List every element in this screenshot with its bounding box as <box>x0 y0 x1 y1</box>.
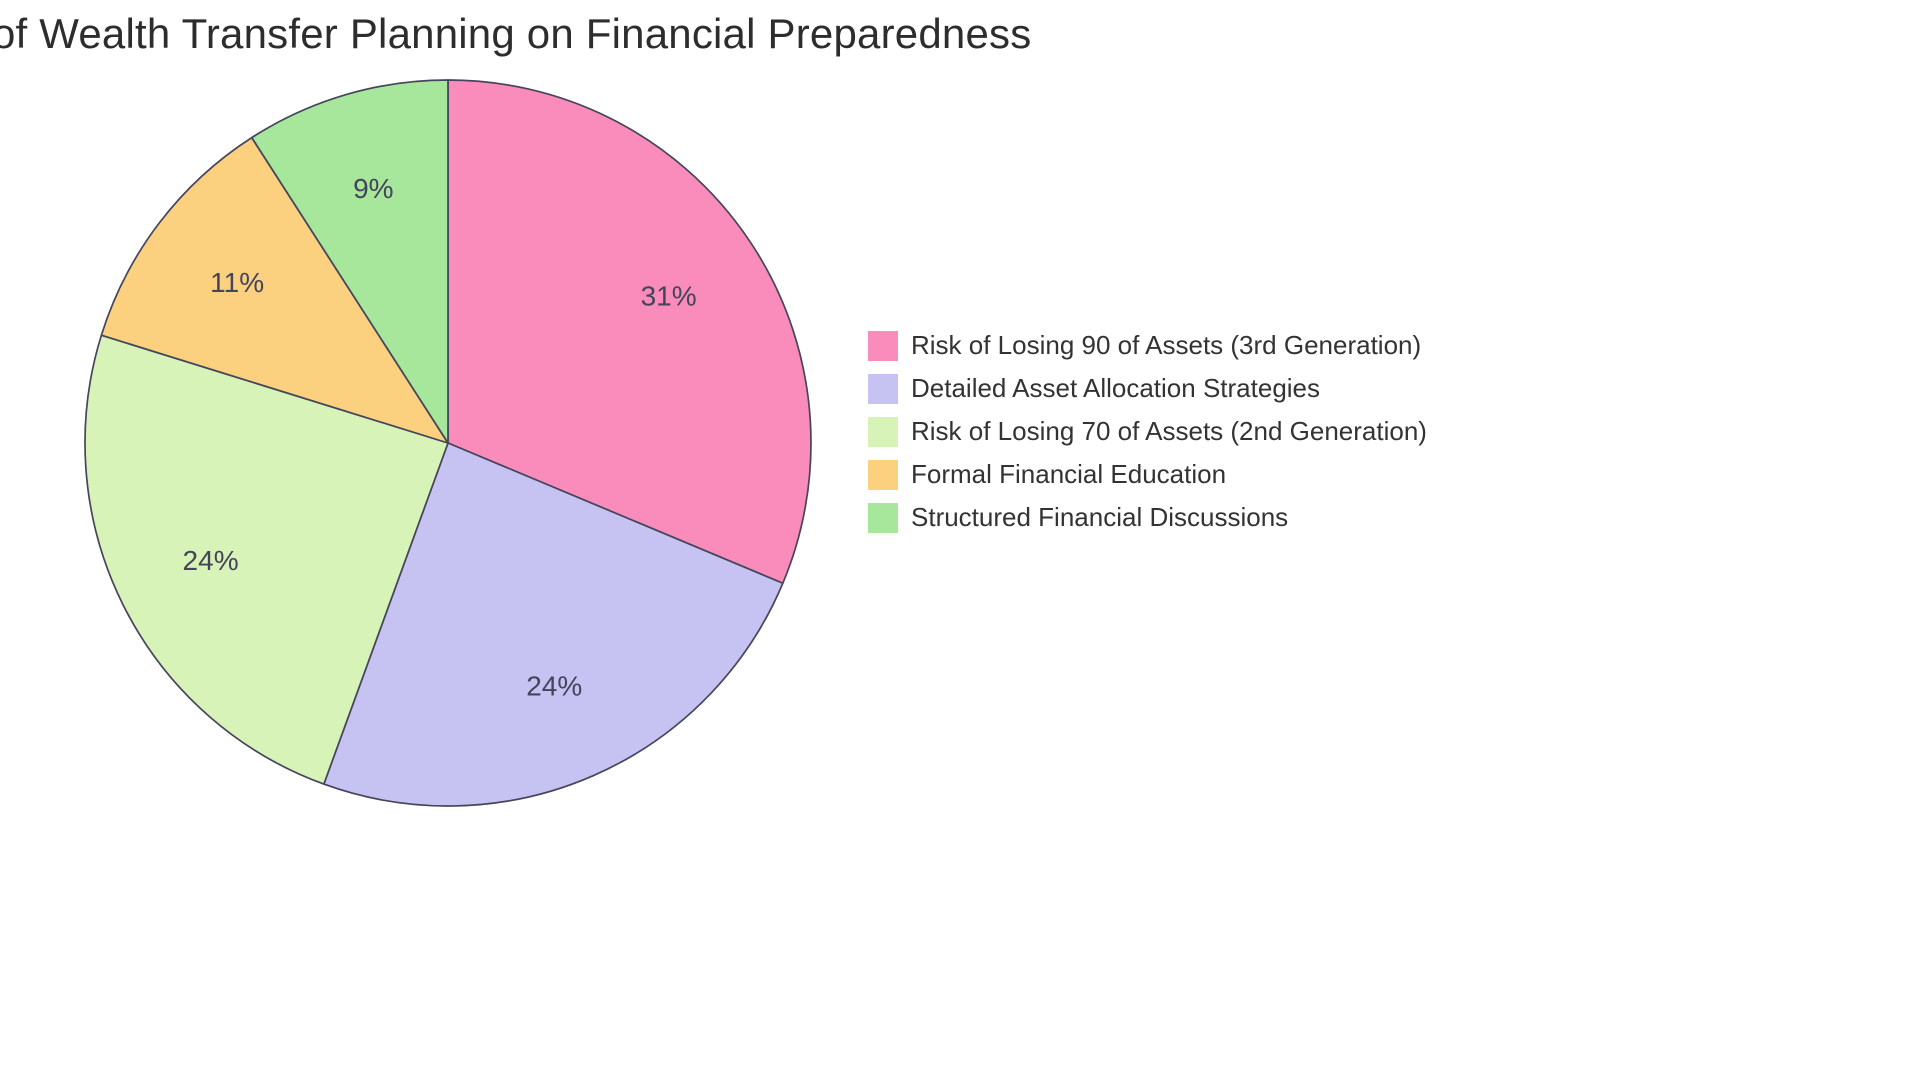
legend-swatch <box>868 502 898 533</box>
legend-item[interactable]: Structured Financial Discussions <box>868 502 1427 533</box>
legend: Risk of Losing 90 of Assets (3rd Generat… <box>868 330 1427 545</box>
legend-item[interactable]: Formal Financial Education <box>868 459 1427 490</box>
slice-percent-label: 11% <box>210 267 264 298</box>
pie-slice[interactable] <box>322 442 784 807</box>
legend-label: Risk of Losing 70 of Assets (2nd Generat… <box>911 416 1427 446</box>
legend-label: Detailed Asset Allocation Strategies <box>911 373 1321 403</box>
legend-swatch <box>868 416 898 447</box>
pie-slice[interactable] <box>250 79 449 444</box>
legend-label: Formal Financial Education <box>911 459 1227 489</box>
legend-swatch <box>868 373 898 404</box>
legend-label: Structured Financial Discussions <box>911 502 1289 532</box>
pie-slice[interactable] <box>100 136 449 444</box>
legend-item[interactable]: Risk of Losing 90 of Assets (3rd Generat… <box>868 330 1427 361</box>
slice-percent-label: 24% <box>526 670 582 701</box>
legend-item[interactable]: Risk of Losing 70 of Assets (2nd Generat… <box>868 416 1427 447</box>
chart-title: of Wealth Transfer Planning on Financial… <box>0 10 1032 57</box>
slice-percent-label: 31% <box>641 281 697 312</box>
pie-slice[interactable] <box>447 79 812 585</box>
legend-label: Risk of Losing 90 of Assets (3rd Generat… <box>911 330 1422 360</box>
slice-percent-label: 24% <box>183 545 239 576</box>
legend-swatch <box>868 459 898 490</box>
slice-percent-label: 9% <box>353 173 393 204</box>
legend-swatch <box>868 330 898 361</box>
pie-slice[interactable] <box>84 334 449 785</box>
legend-item[interactable]: Detailed Asset Allocation Strategies <box>868 373 1427 404</box>
